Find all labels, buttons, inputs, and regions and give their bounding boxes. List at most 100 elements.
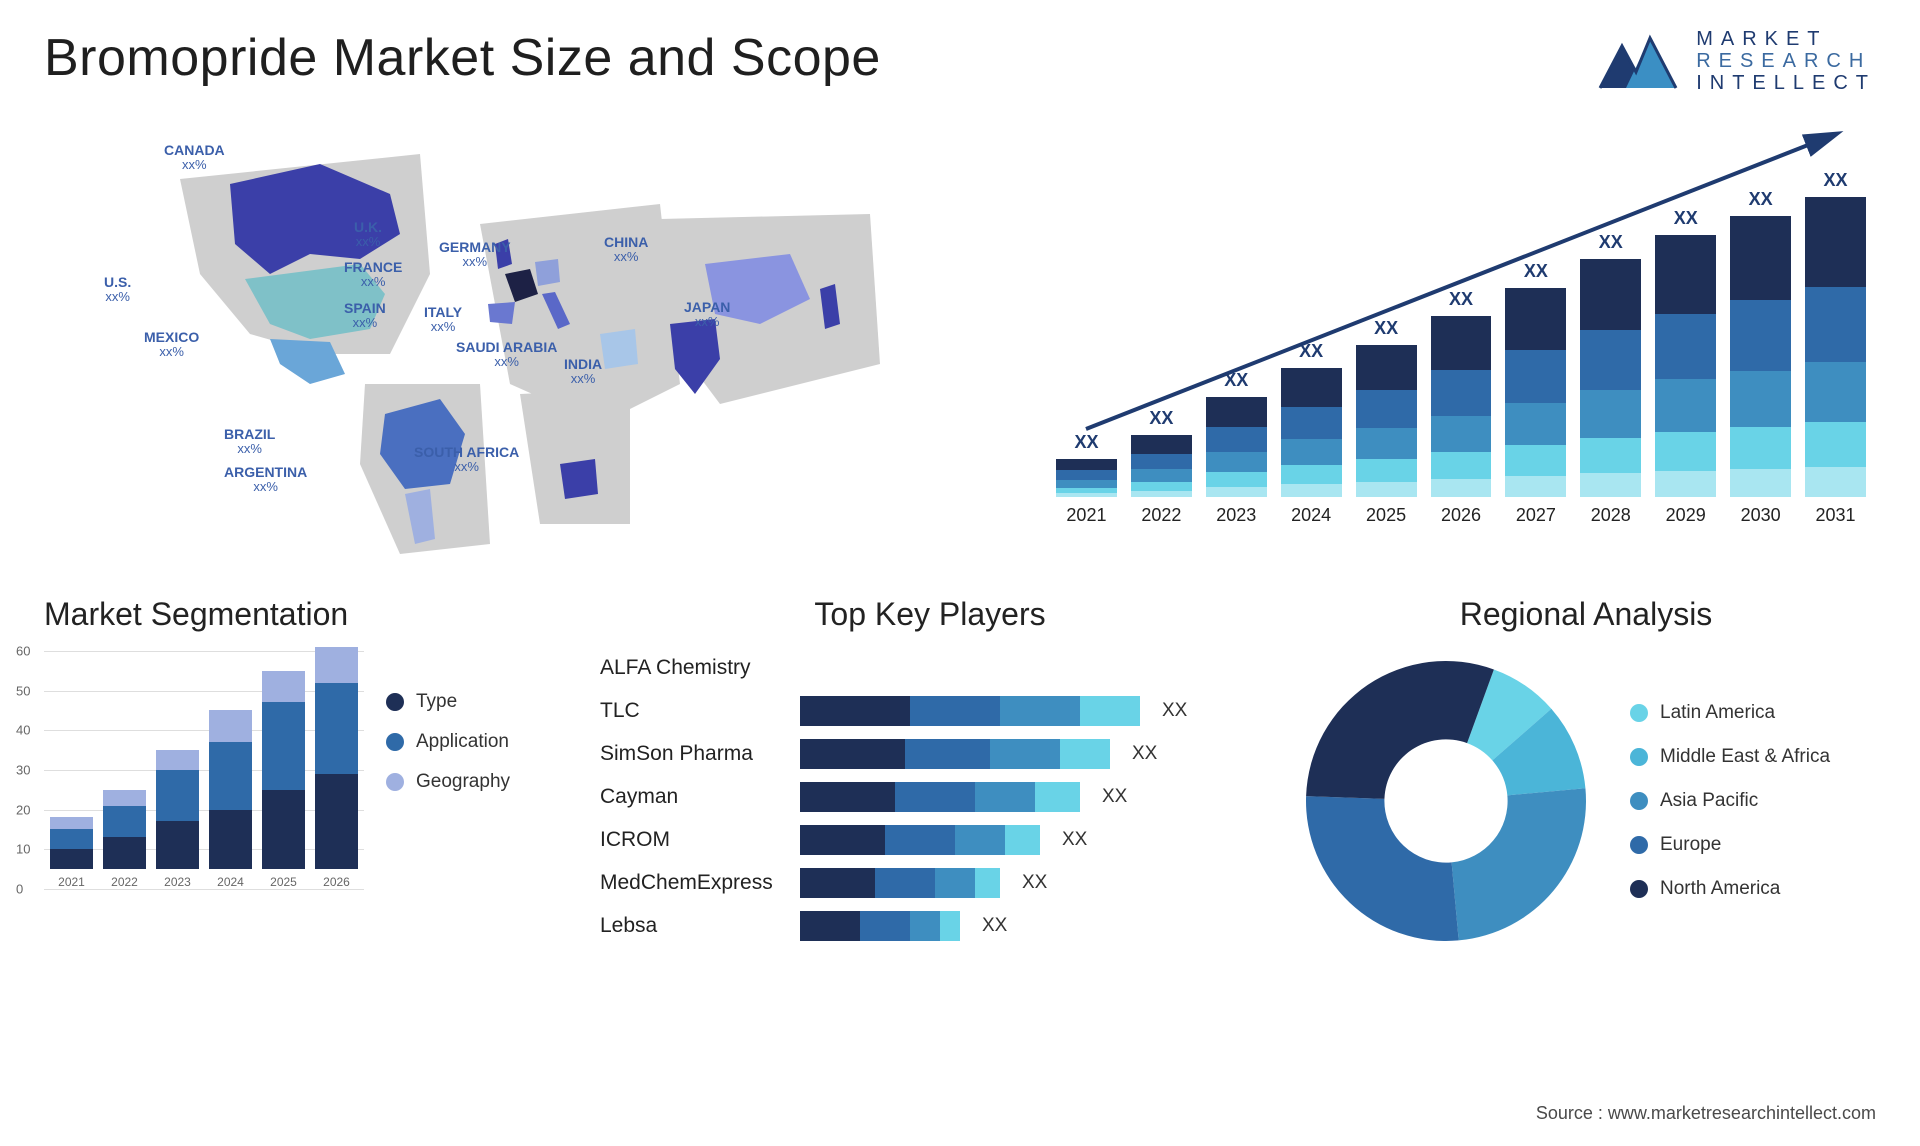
forecast-value-label: XX bbox=[1149, 408, 1173, 429]
forecast-year-label: 2030 bbox=[1741, 505, 1781, 526]
forecast-year-label: 2031 bbox=[1815, 505, 1855, 526]
map-label-japan: JAPANxx% bbox=[684, 299, 730, 330]
map-label-india: INDIAxx% bbox=[564, 356, 602, 387]
brand-line-2: RESEARCH bbox=[1696, 50, 1876, 72]
player-value-label: XX bbox=[1102, 786, 1127, 808]
player-label: SimSon Pharma bbox=[600, 737, 800, 771]
player-bar-row: XX bbox=[800, 909, 1260, 943]
forecast-bar-2028: XX 2028 bbox=[1580, 232, 1641, 526]
seg-legend-item: Type bbox=[386, 691, 510, 713]
forecast-value-label: XX bbox=[1599, 232, 1623, 253]
region-legend-item: Middle East & Africa bbox=[1630, 746, 1830, 768]
segmentation-title: Market Segmentation bbox=[44, 596, 564, 633]
player-label: TLC bbox=[600, 694, 800, 728]
player-label: MedChemExpress bbox=[600, 866, 800, 900]
seg-ytick: 20 bbox=[16, 802, 30, 817]
player-label: ICROM bbox=[600, 823, 800, 857]
forecast-year-label: 2023 bbox=[1216, 505, 1256, 526]
donut-slice-north-america bbox=[1306, 661, 1494, 799]
map-country-saudi bbox=[600, 329, 638, 369]
region-legend-item: Europe bbox=[1630, 834, 1830, 856]
player-value-label: XX bbox=[1062, 829, 1087, 851]
forecast-value-label: XX bbox=[1224, 370, 1248, 391]
player-bar-row: XX bbox=[800, 780, 1260, 814]
map-label-u-k-: U.K.xx% bbox=[354, 219, 382, 250]
player-bar-row: XX bbox=[800, 737, 1260, 771]
world-map-panel: CANADAxx%U.S.xx%MEXICOxx%BRAZILxx%ARGENT… bbox=[44, 124, 1016, 554]
map-label-brazil: BRAZILxx% bbox=[224, 426, 275, 457]
forecast-year-label: 2029 bbox=[1666, 505, 1706, 526]
map-label-canada: CANADAxx% bbox=[164, 142, 225, 173]
forecast-bar-2030: XX2030 bbox=[1730, 189, 1791, 526]
forecast-year-label: 2028 bbox=[1591, 505, 1631, 526]
seg-ytick: 50 bbox=[16, 683, 30, 698]
seg-bar-2021: 2021 bbox=[50, 817, 93, 889]
seg-legend-item: Geography bbox=[386, 771, 510, 793]
forecast-value-label: XX bbox=[1074, 432, 1098, 453]
player-bar-row: XX bbox=[800, 694, 1260, 728]
map-label-italy: ITALYxx% bbox=[424, 304, 462, 335]
forecast-year-label: 2026 bbox=[1441, 505, 1481, 526]
seg-year-label: 2024 bbox=[217, 875, 244, 889]
player-value-label: XX bbox=[1132, 743, 1157, 765]
map-label-spain: SPAINxx% bbox=[344, 300, 386, 331]
forecast-year-label: 2021 bbox=[1066, 505, 1106, 526]
seg-ytick: 0 bbox=[16, 882, 23, 897]
seg-ytick: 10 bbox=[16, 842, 30, 857]
seg-bar-2026: 2026 bbox=[315, 647, 358, 889]
map-country-spain bbox=[488, 302, 515, 324]
map-label-germany: GERMANYxx% bbox=[439, 239, 511, 270]
page-title: Bromopride Market Size and Scope bbox=[44, 28, 881, 88]
seg-bar-2024: 2024 bbox=[209, 710, 252, 889]
map-label-france: FRANCExx% bbox=[344, 259, 402, 290]
region-legend-item: North America bbox=[1630, 878, 1830, 900]
map-label-argentina: ARGENTINAxx% bbox=[224, 464, 307, 495]
segmentation-legend: Type Application Geography bbox=[386, 651, 510, 911]
seg-legend-item: Application bbox=[386, 731, 510, 753]
segmentation-chart: 0102030405060202120222023202420252026 bbox=[44, 651, 364, 911]
seg-year-label: 2026 bbox=[323, 875, 350, 889]
seg-ytick: 30 bbox=[16, 763, 30, 778]
map-label-china: CHINAxx% bbox=[604, 234, 648, 265]
map-label-south-africa: SOUTH AFRICAxx% bbox=[414, 444, 519, 475]
map-country-safrica bbox=[560, 459, 598, 499]
forecast-value-label: XX bbox=[1374, 318, 1398, 339]
seg-bar-2023: 2023 bbox=[156, 750, 199, 889]
players-title: Top Key Players bbox=[600, 596, 1260, 633]
player-label: Lebsa bbox=[600, 909, 800, 943]
donut-slice-asia-pacific bbox=[1452, 788, 1586, 940]
player-bar-row bbox=[800, 651, 1260, 685]
region-legend-item: Latin America bbox=[1630, 702, 1830, 724]
segmentation-panel: Market Segmentation 01020304050602021202… bbox=[44, 596, 564, 951]
forecast-bar-2027: XX2027 bbox=[1505, 261, 1566, 526]
regional-title: Regional Analysis bbox=[1296, 596, 1876, 633]
player-label: Cayman bbox=[600, 780, 800, 814]
regional-donut-chart bbox=[1296, 651, 1596, 951]
player-value-label: XX bbox=[1022, 872, 1047, 894]
seg-bar-2025: 2025 bbox=[262, 671, 305, 889]
forecast-value-label: XX bbox=[1299, 341, 1323, 362]
seg-year-label: 2023 bbox=[164, 875, 191, 889]
forecast-year-label: 2027 bbox=[1516, 505, 1556, 526]
players-panel: Top Key Players ALFA Chemistry TLC SimSon … bbox=[600, 596, 1260, 951]
player-bar-row: XX bbox=[800, 823, 1260, 857]
forecast-bar-2025: XX2025 bbox=[1356, 318, 1417, 526]
forecast-bar-2023: XX 2023 bbox=[1206, 370, 1267, 526]
regional-panel: Regional Analysis Latin America Middle Ea… bbox=[1296, 596, 1876, 951]
map-country-germany bbox=[535, 259, 560, 286]
map-label-u-s-: U.S.xx% bbox=[104, 274, 131, 305]
region-legend-item: Asia Pacific bbox=[1630, 790, 1830, 812]
player-value-label: XX bbox=[1162, 700, 1187, 722]
seg-ytick: 60 bbox=[16, 644, 30, 659]
brand-line-3: INTELLECT bbox=[1696, 72, 1876, 94]
forecast-value-label: XX bbox=[1674, 208, 1698, 229]
player-label: ALFA Chemistry bbox=[600, 651, 800, 685]
brand-logo: MARKET RESEARCH INTELLECT bbox=[1596, 28, 1876, 94]
forecast-bar-2029: XX 2029 bbox=[1655, 208, 1716, 526]
forecast-bar-2024: XX2024 bbox=[1281, 341, 1342, 526]
seg-year-label: 2021 bbox=[58, 875, 85, 889]
player-bar-row: XX bbox=[800, 866, 1260, 900]
forecast-chart: XX2021XX2022XX2023XX2024XX2025XX2026XX20… bbox=[1046, 124, 1876, 554]
source-label: Source : www.marketresearchintellect.com bbox=[1536, 1103, 1876, 1124]
player-value-label: XX bbox=[982, 915, 1007, 937]
